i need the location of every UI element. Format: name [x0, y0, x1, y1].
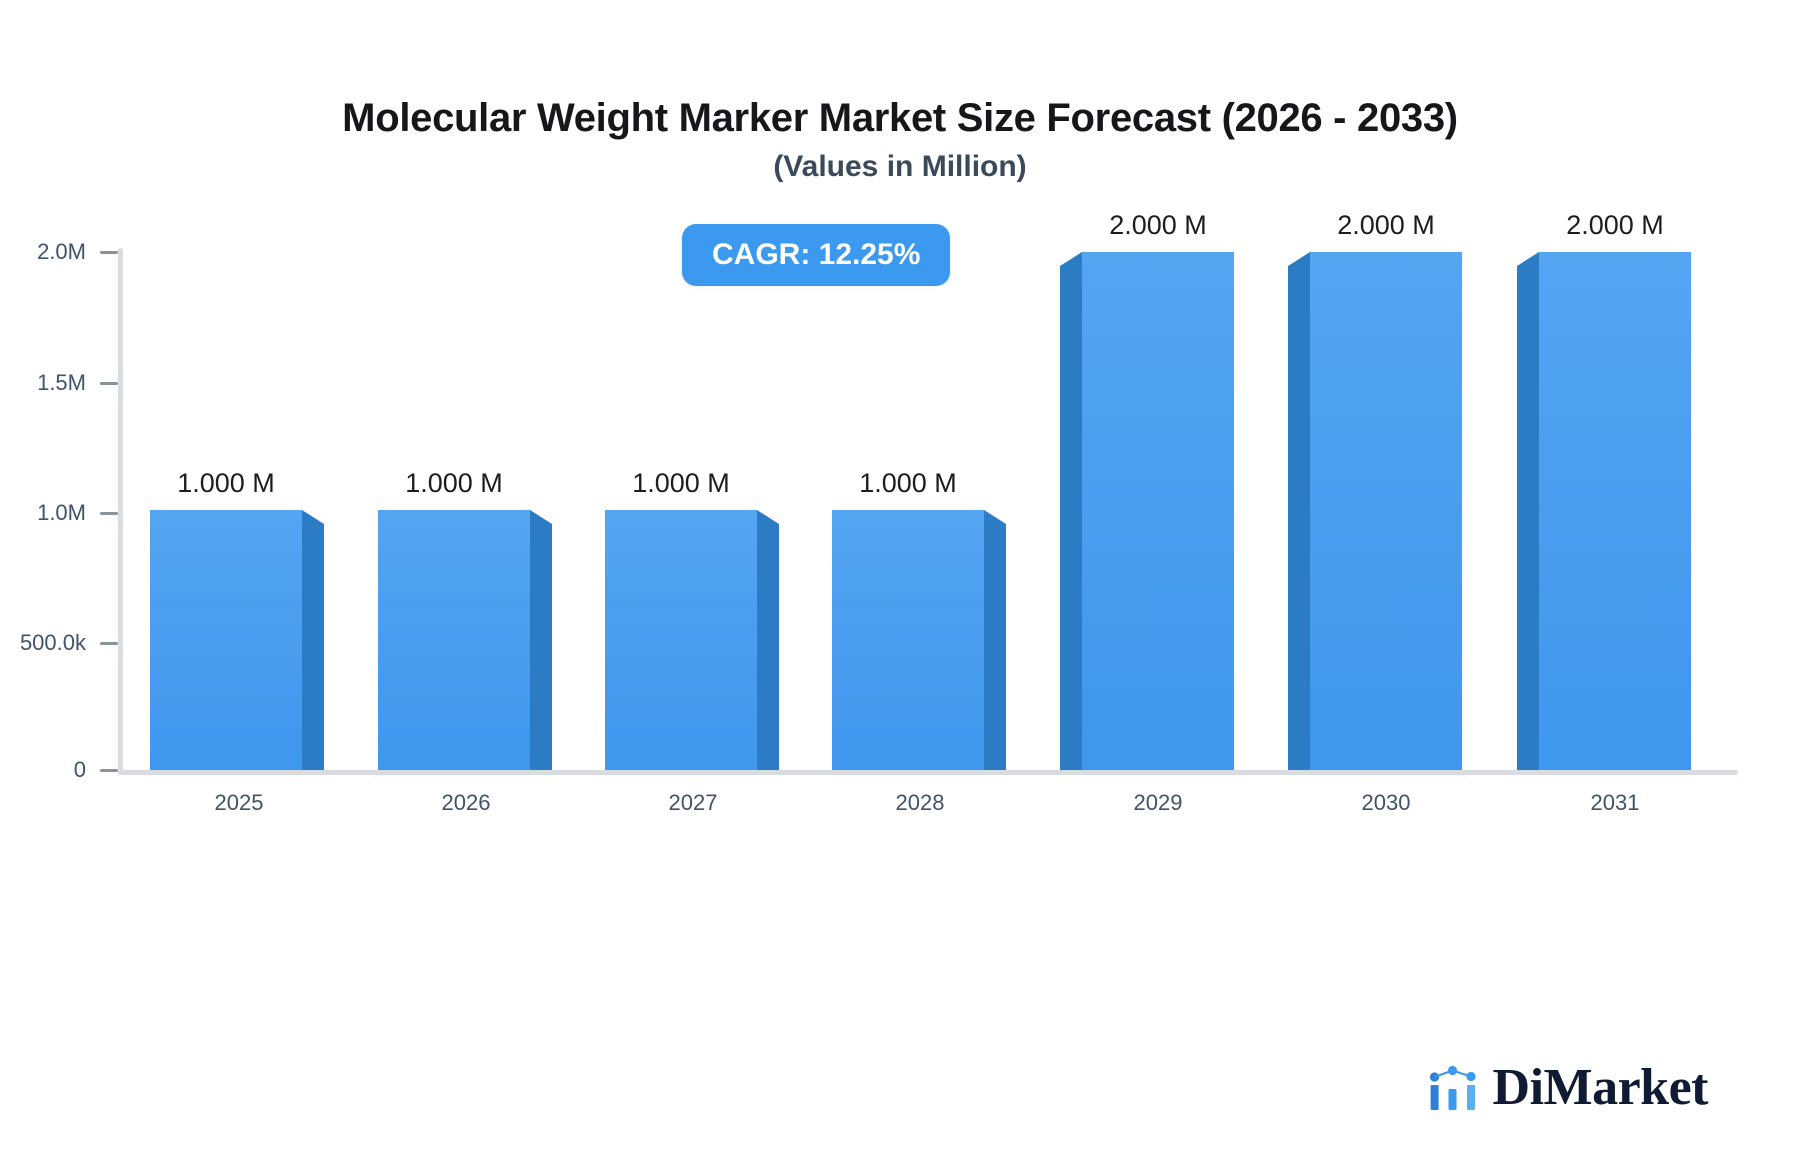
bar-side-2031	[1517, 252, 1539, 770]
bar-side-2029	[1060, 252, 1082, 770]
y-axis-line	[118, 248, 123, 772]
y-tick-dash-0	[100, 768, 118, 772]
y-tick-label-4: 2.0M	[37, 239, 86, 264]
cagr-badge-label: CAGR: 12.25%	[712, 238, 921, 271]
bar-2028[interactable]: 1.000 M	[832, 468, 1006, 770]
y-tick-label-1: 500.0k	[19, 630, 86, 655]
bar-face-2027	[605, 510, 757, 770]
bar-value-label-2029: 2.000 M	[1109, 210, 1207, 240]
bar-2027[interactable]: 1.000 M	[605, 468, 779, 770]
bar-2031[interactable]: 2.000 M	[1517, 210, 1691, 770]
chart-title: Molecular Weight Marker Market Size Fore…	[342, 96, 1458, 140]
bar-side-2025	[302, 510, 324, 770]
bar-face-2029	[1082, 252, 1234, 770]
bar-value-label-2030: 2.000 M	[1337, 210, 1435, 240]
bar-value-label-2031: 2.000 M	[1566, 210, 1664, 240]
bar-2030[interactable]: 2.000 M	[1288, 210, 1462, 770]
chart-subtitle: (Values in Million)	[773, 150, 1027, 183]
brand-logo: DiMarket	[1429, 1059, 1709, 1116]
bar-side-2026	[530, 510, 552, 770]
x-tick-label-2030: 2030	[1361, 790, 1411, 815]
bar-value-label-2027: 1.000 M	[632, 468, 730, 498]
logo-wordmark: DiMarket	[1492, 1059, 1709, 1116]
bar-face-2028	[832, 510, 984, 770]
cagr-badge: CAGR: 12.25%	[682, 224, 951, 286]
x-tick-label-2027: 2027	[668, 790, 718, 815]
y-tick-3: 1.5M	[37, 370, 118, 396]
y-tick-2: 1.0M	[37, 500, 118, 526]
x-tick-label-2026: 2026	[441, 790, 491, 815]
y-tick-dash-3	[100, 381, 118, 385]
y-axis: 2.0M 1.5M 1.0M 500.0k 0	[0, 0, 118, 1156]
bar-face-2031	[1539, 252, 1691, 770]
y-tick-dash-2	[100, 511, 118, 515]
y-tick-dash-4	[100, 250, 118, 254]
bar-face-2026	[378, 510, 530, 770]
x-axis-line	[118, 770, 1738, 775]
y-tick-label-3: 1.5M	[37, 370, 86, 395]
x-tick-label-2029: 2029	[1133, 790, 1183, 815]
bar-value-label-2028: 1.000 M	[859, 468, 957, 498]
y-tick-4: 2.0M	[37, 239, 118, 265]
bar-2025[interactable]: 1.000 M	[150, 468, 324, 770]
bar-value-label-2026: 1.000 M	[405, 468, 503, 498]
bar-2026[interactable]: 1.000 M	[378, 468, 552, 770]
y-tick-0: 0	[74, 757, 118, 783]
bar-2029[interactable]: 2.000 M	[1060, 210, 1234, 770]
x-tick-label-2028: 2028	[895, 790, 945, 815]
y-tick-dash-1	[100, 641, 118, 645]
bar-side-2030	[1288, 252, 1310, 770]
bar-face-2025	[150, 510, 302, 770]
x-tick-label-2031: 2031	[1590, 790, 1640, 815]
y-tick-label-0: 0	[73, 757, 86, 782]
bar-value-label-2025: 1.000 M	[177, 468, 275, 498]
y-tick-label-2: 1.0M	[37, 500, 86, 525]
bar-side-2027	[757, 510, 779, 770]
bar-chart-logo-icon	[1429, 1065, 1476, 1110]
x-tick-label-2025: 2025	[214, 790, 264, 815]
bar-side-2028	[984, 510, 1006, 770]
bar-face-2030	[1310, 252, 1462, 770]
y-tick-1: 500.0k	[20, 630, 118, 656]
